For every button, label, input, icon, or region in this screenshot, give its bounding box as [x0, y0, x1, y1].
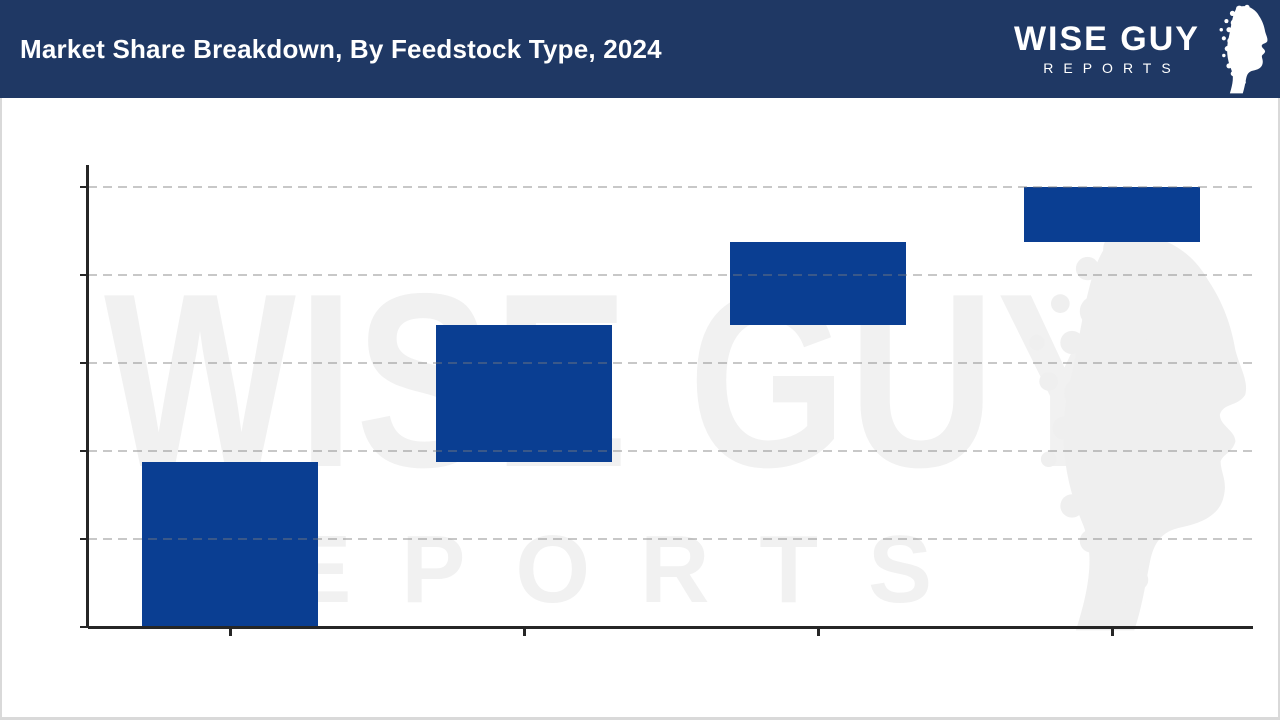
chart-title: Market Share Breakdown, By Feedstock Typ…	[20, 33, 662, 64]
logo-subtitle: REPORTS	[1043, 59, 1181, 76]
logo-text: WISE GUY REPORTS	[1014, 22, 1200, 77]
bar-animal-manure	[1024, 187, 1200, 242]
y-tick-mark-60	[80, 362, 88, 364]
x-tick-mark	[817, 627, 820, 636]
dotted-head-icon	[1219, 4, 1268, 93]
bar-agricultural-residues	[436, 324, 612, 462]
watermark-dotted-head-icon	[1029, 229, 1247, 631]
y-tick-mark-0	[80, 626, 88, 628]
bar-wood-waste	[142, 462, 318, 627]
gridline-100	[88, 186, 1253, 188]
y-tick-mark-20	[80, 538, 88, 540]
gridline-20	[88, 538, 1253, 540]
gridline-80	[88, 274, 1253, 276]
header-bar: Market Share Breakdown, By Feedstock Typ…	[0, 0, 1280, 98]
gridline-60	[88, 362, 1253, 364]
y-tick-mark-40	[80, 450, 88, 452]
y-tick-mark-100	[80, 186, 88, 188]
y-tick-mark-80	[80, 274, 88, 276]
gridline-40	[88, 450, 1253, 452]
wise-guy-reports-logo: WISE GUY REPORTS	[1014, 0, 1272, 98]
x-tick-mark	[1111, 627, 1114, 636]
x-tick-mark	[523, 627, 526, 636]
bar-energy-crops	[730, 242, 906, 325]
x-tick-mark	[229, 627, 232, 636]
x-axis-line	[88, 625, 1253, 629]
y-axis-line	[86, 165, 89, 627]
logo-wordmark: WISE GUY	[1013, 19, 1200, 58]
